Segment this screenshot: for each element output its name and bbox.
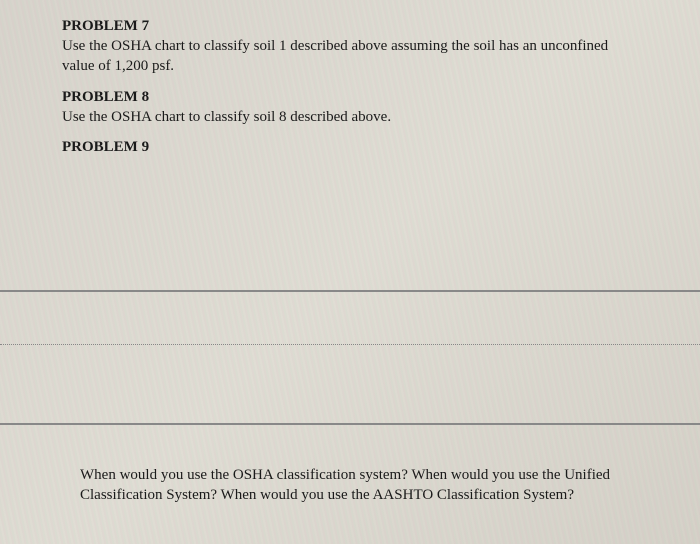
problem-8-block: PROBLEM 8 Use the OSHA chart to classify…: [62, 89, 640, 127]
section-divider-2: [0, 423, 700, 425]
main-content: PROBLEM 7 Use the OSHA chart to classify…: [0, 0, 640, 156]
problem-9-heading: PROBLEM 9: [62, 139, 640, 156]
bottom-question-text: When would you use the OSHA classificati…: [80, 465, 640, 506]
problem-8-text: Use the OSHA chart to classify soil 8 de…: [62, 107, 640, 127]
problem-9-block: PROBLEM 9: [62, 139, 640, 156]
problem-7-block: PROBLEM 7 Use the OSHA chart to classify…: [62, 18, 640, 77]
section-divider-1: [0, 290, 700, 292]
problem-7-text: Use the OSHA chart to classify soil 1 de…: [62, 36, 640, 77]
section-divider-dotted: [0, 344, 700, 345]
bottom-question-block: When would you use the OSHA classificati…: [80, 465, 640, 506]
problem-8-heading: PROBLEM 8: [62, 89, 640, 106]
problem-7-heading: PROBLEM 7: [62, 18, 640, 35]
